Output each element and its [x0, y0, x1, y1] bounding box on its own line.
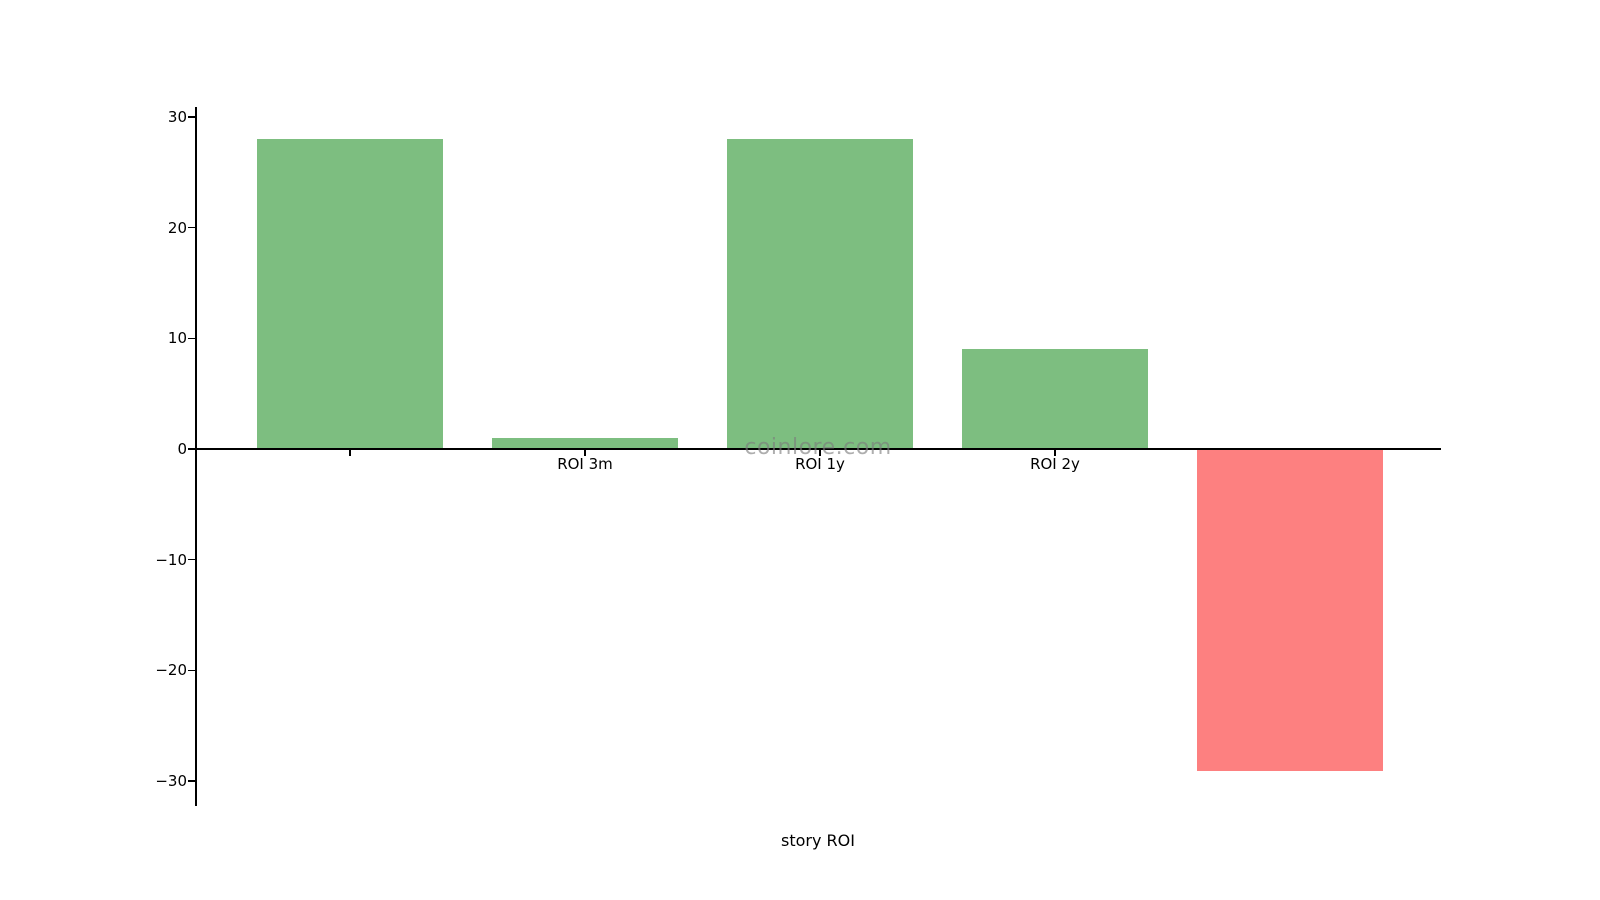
y-tick-mark: [188, 780, 195, 782]
y-tick-label: 20: [167, 218, 187, 237]
bar: [727, 139, 913, 449]
y-tick-label: 10: [167, 329, 187, 348]
bar: [257, 139, 443, 449]
y-tick-mark: [188, 448, 195, 450]
y-tick-mark: [188, 558, 195, 561]
y-axis-line: [195, 107, 197, 806]
y-tick-mark: [188, 669, 195, 672]
y-tick-label: −20: [155, 661, 187, 680]
x-tick-mark: [349, 449, 351, 456]
y-tick-label: −10: [155, 550, 187, 569]
x-axis-title: story ROI: [781, 831, 855, 850]
watermark: coinlore.com: [744, 435, 892, 460]
bar: [1197, 449, 1383, 771]
x-tick-mark: [584, 449, 586, 456]
y-tick-mark: [188, 226, 195, 229]
y-tick-mark: [188, 337, 195, 340]
y-tick-label: −30: [155, 772, 187, 791]
y-tick-label: 0: [177, 440, 187, 458]
y-tick-mark: [188, 116, 195, 118]
x-tick-mark: [1289, 449, 1291, 456]
x-tick-mark: [1054, 449, 1056, 456]
y-tick-label: 30: [167, 107, 187, 126]
